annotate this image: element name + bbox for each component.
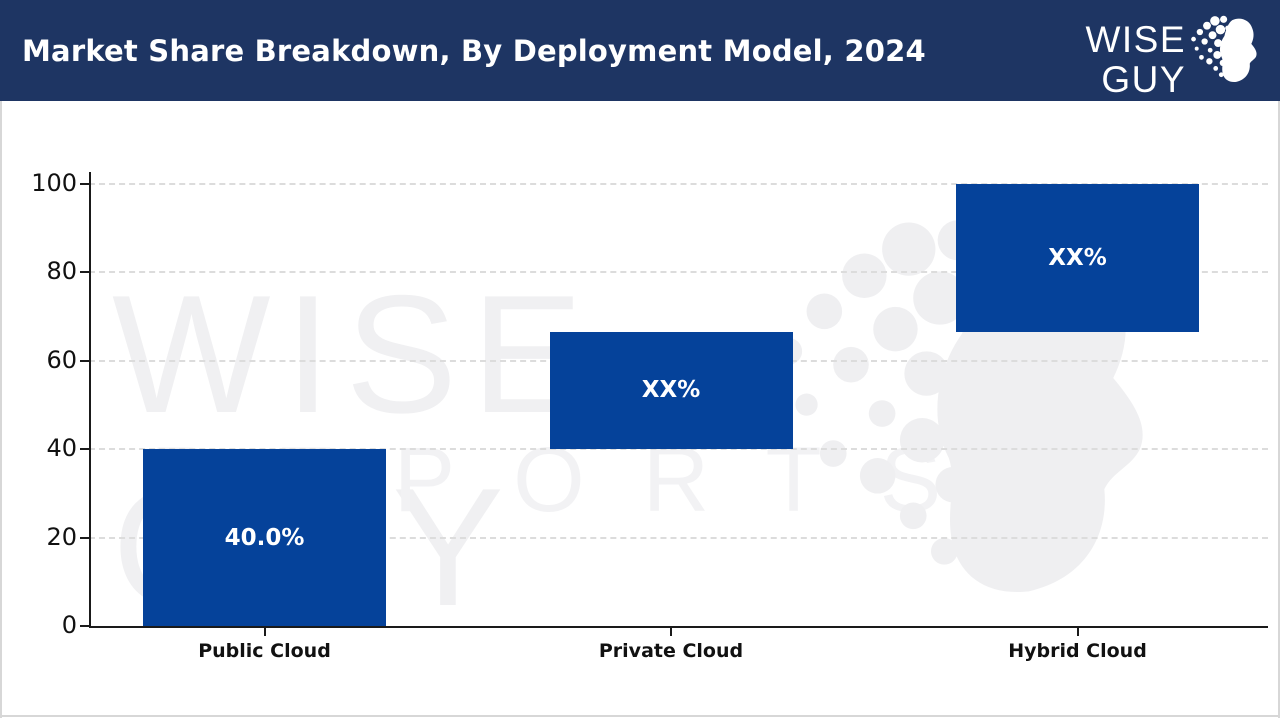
x-axis-tick-mark [1076, 628, 1079, 636]
y-axis-tick-label: 60 [46, 345, 77, 374]
y-axis-tick-mark [80, 448, 89, 450]
y-axis-tick-mark [80, 625, 89, 627]
x-axis-tick-mark [670, 628, 672, 636]
y-gridline [89, 182, 1268, 185]
y-axis-tick-mark [80, 182, 89, 185]
y-axis-tick-mark [80, 271, 89, 273]
page-border-left [0, 101, 2, 718]
brand-subname: REPORTS [1057, 102, 1194, 118]
x-axis-category-label: Hybrid Cloud [1008, 640, 1147, 662]
bar-value-label: 40.0% [224, 524, 305, 551]
page-border-bottom [0, 715, 1280, 717]
y-axis-tick-mark [80, 536, 89, 539]
brand-logo: WISE GUY REPORTS [1014, 6, 1264, 118]
brand-logo-text: WISE GUY REPORTS [1014, 19, 1186, 119]
page-border-right [1278, 101, 1280, 718]
bar-segment: XX% [549, 331, 793, 449]
x-axis-category-label: Public Cloud [198, 640, 331, 662]
bar-value-label: XX% [641, 377, 701, 404]
y-axis-tick-label: 80 [46, 257, 77, 285]
y-axis-tick-label: 0 [61, 611, 77, 639]
x-axis-category-label: Private Cloud [598, 640, 744, 662]
y-axis-tick-label: 20 [46, 522, 77, 551]
y-axis-tick-mark [80, 359, 89, 362]
y-axis-tick-label: 40 [46, 434, 77, 462]
brand-face-icon [1188, 10, 1264, 96]
bar-value-label: XX% [1048, 244, 1107, 271]
y-axis-line [89, 172, 91, 628]
y-gridline [89, 271, 1268, 273]
bar-segment: 40.0% [143, 449, 386, 626]
y-axis-tick-label: 100 [31, 168, 77, 197]
y-gridline [89, 536, 1268, 539]
chart-title: Market Share Breakdown, By Deployment Mo… [22, 33, 926, 68]
y-gridline [89, 448, 1268, 450]
x-axis-line [89, 626, 1268, 628]
brand-name: WISE GUY [1085, 19, 1186, 100]
x-axis-tick-mark [263, 628, 266, 636]
header-bar: Market Share Breakdown, By Deployment Mo… [0, 0, 1280, 118]
bar-segment: XX% [956, 183, 1199, 332]
